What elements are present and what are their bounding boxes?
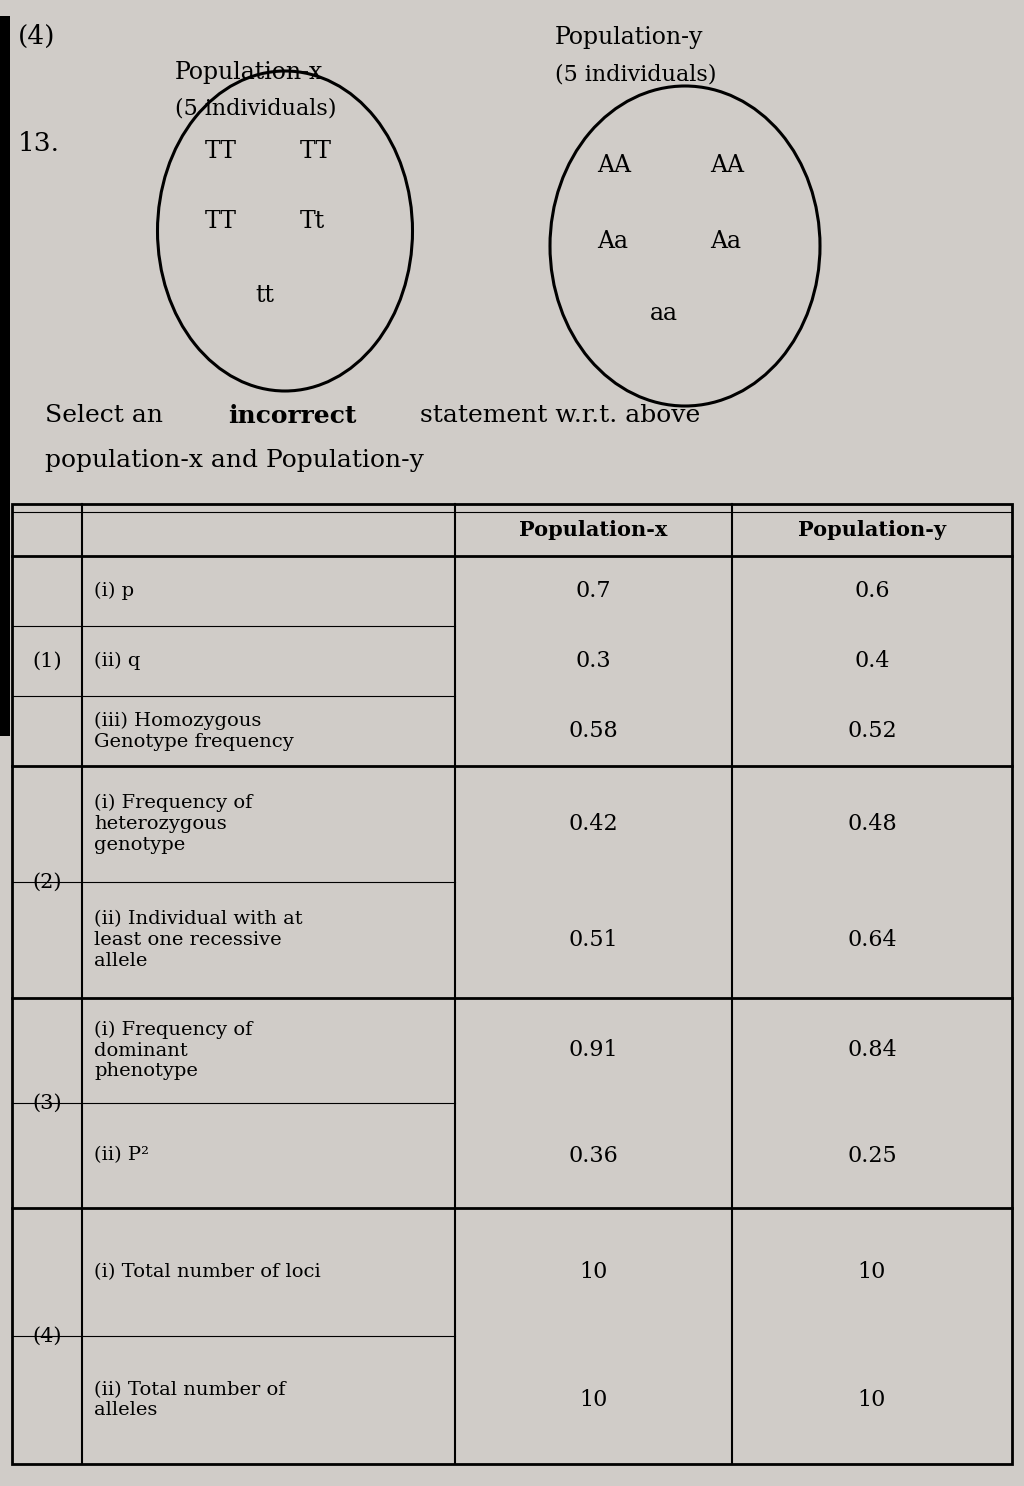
Text: (ii) P²: (ii) P² <box>94 1147 150 1165</box>
Text: 0.7: 0.7 <box>575 580 611 602</box>
Text: (ii) Individual with at
least one recessive
allele: (ii) Individual with at least one recess… <box>94 911 303 970</box>
Text: population-x and Population-y: population-x and Population-y <box>45 449 424 473</box>
Text: Population-y: Population-y <box>555 25 703 49</box>
Text: 0.84: 0.84 <box>847 1040 897 1061</box>
Text: Population-y: Population-y <box>798 520 946 539</box>
Text: Aa: Aa <box>710 229 741 253</box>
Text: 0.58: 0.58 <box>568 721 618 742</box>
Text: AA: AA <box>710 155 744 177</box>
Text: (3): (3) <box>32 1094 61 1113</box>
Text: 0.36: 0.36 <box>568 1144 618 1167</box>
Text: (ii) q: (ii) q <box>94 652 140 670</box>
Text: incorrect: incorrect <box>228 404 356 428</box>
Text: (ii) Total number of
alleles: (ii) Total number of alleles <box>94 1380 286 1419</box>
Text: (i) Frequency of
dominant
phenotype: (i) Frequency of dominant phenotype <box>94 1021 252 1080</box>
Text: Tt: Tt <box>300 210 326 232</box>
Text: (5 individuals): (5 individuals) <box>175 98 337 120</box>
Bar <box>0 16 10 736</box>
Text: (i) Total number of loci: (i) Total number of loci <box>94 1263 321 1281</box>
Text: 0.42: 0.42 <box>568 813 618 835</box>
Text: (4): (4) <box>18 24 55 49</box>
Text: 0.91: 0.91 <box>568 1040 618 1061</box>
Text: 0.3: 0.3 <box>575 649 611 672</box>
Text: Population-x: Population-x <box>519 520 668 539</box>
Text: 0.48: 0.48 <box>847 813 897 835</box>
Text: statement w.r.t. above: statement w.r.t. above <box>412 404 700 426</box>
Text: 10: 10 <box>580 1389 607 1412</box>
Text: (1): (1) <box>32 651 61 670</box>
Bar <box>12 504 1012 1464</box>
Text: TT: TT <box>205 210 237 232</box>
Text: 10: 10 <box>580 1262 607 1282</box>
Text: TT: TT <box>300 140 332 162</box>
Text: aa: aa <box>650 303 678 325</box>
Text: (i) p: (i) p <box>94 583 134 600</box>
Text: 0.51: 0.51 <box>568 929 618 951</box>
Text: (i) Frequency of
heterozygous
genotype: (i) Frequency of heterozygous genotype <box>94 794 252 854</box>
Text: 0.52: 0.52 <box>847 721 897 742</box>
Text: (5 individuals): (5 individuals) <box>555 62 717 85</box>
Text: 0.25: 0.25 <box>847 1144 897 1167</box>
Text: 13.: 13. <box>18 131 60 156</box>
Text: 0.64: 0.64 <box>847 929 897 951</box>
Text: (2): (2) <box>32 872 61 892</box>
Text: Select an: Select an <box>45 404 171 426</box>
Text: 0.4: 0.4 <box>854 649 890 672</box>
Text: TT: TT <box>205 140 237 162</box>
Text: tt: tt <box>255 284 274 308</box>
Text: AA: AA <box>597 155 631 177</box>
Text: Aa: Aa <box>597 229 628 253</box>
Text: (4): (4) <box>32 1327 61 1345</box>
Text: 10: 10 <box>858 1262 886 1282</box>
Text: 10: 10 <box>858 1389 886 1412</box>
Text: 0.6: 0.6 <box>854 580 890 602</box>
Text: (iii) Homozygous
Genotype frequency: (iii) Homozygous Genotype frequency <box>94 712 294 750</box>
Text: Population-x: Population-x <box>175 61 324 85</box>
